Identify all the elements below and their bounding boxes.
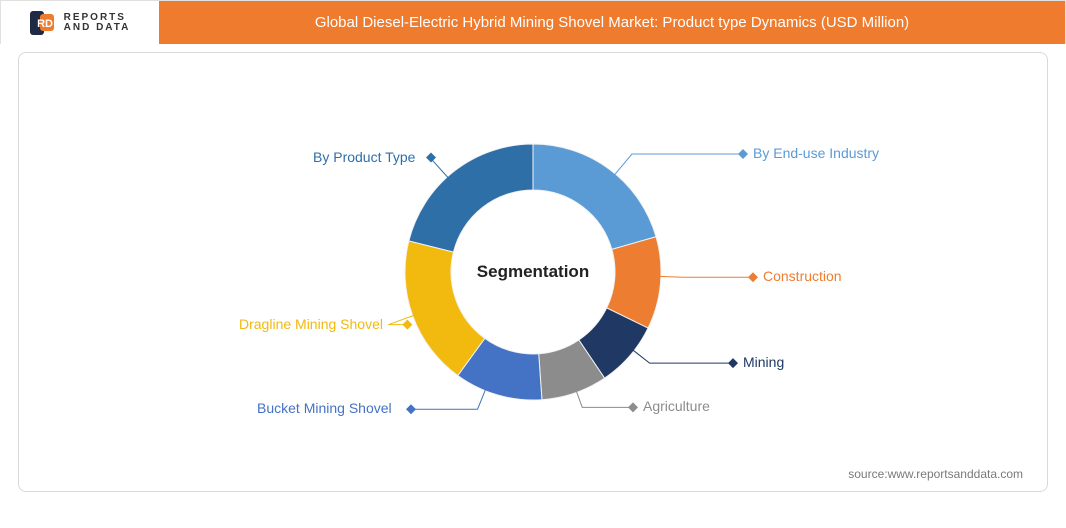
- callout-leader: [659, 276, 753, 277]
- logo-text-line1: REPORTS: [64, 13, 131, 23]
- callout-label: Mining: [743, 354, 784, 370]
- callout-label: By Product Type: [313, 149, 415, 165]
- callout-label: Agriculture: [643, 398, 710, 414]
- callout-leader: [632, 350, 733, 364]
- callout-marker-icon: [738, 149, 748, 159]
- donut-slice: [409, 144, 533, 252]
- callout-marker-icon: [748, 272, 758, 282]
- donut-slice: [405, 241, 485, 376]
- title-bar: Global Diesel-Electric Hybrid Mining Sho…: [159, 1, 1065, 44]
- donut-center-label: Segmentation: [477, 262, 589, 282]
- chart-card: Segmentation By Product Type By End-use I…: [18, 52, 1048, 492]
- logo-text-line2: AND DATA: [64, 23, 131, 33]
- logo-mark-icon: RD: [30, 11, 58, 35]
- svg-text:RD: RD: [37, 18, 53, 30]
- callout-label: Dragline Mining Shovel: [239, 316, 383, 332]
- donut-chart: Segmentation By Product Type By End-use I…: [183, 62, 883, 482]
- title-text: Global Diesel-Electric Hybrid Mining Sho…: [315, 14, 909, 31]
- source-text: source:www.reportsanddata.com: [848, 467, 1023, 481]
- callout-marker-icon: [406, 404, 416, 414]
- callout-marker-icon: [426, 153, 436, 163]
- callout-label: Construction: [763, 268, 842, 284]
- header: RD REPORTS AND DATA Global Diesel-Electr…: [0, 0, 1066, 44]
- callout-label: Bucket Mining Shovel: [257, 400, 392, 416]
- logo: RD REPORTS AND DATA: [1, 1, 159, 44]
- callout-label: By End-use Industry: [753, 145, 879, 161]
- callout-leader: [576, 390, 633, 407]
- donut-slice: [533, 144, 656, 249]
- callout-marker-icon: [728, 358, 738, 368]
- callout-marker-icon: [402, 320, 412, 330]
- callout-leader: [614, 154, 743, 175]
- callout-leader: [411, 389, 486, 409]
- logo-text: REPORTS AND DATA: [64, 13, 131, 33]
- callout-marker-icon: [628, 402, 638, 412]
